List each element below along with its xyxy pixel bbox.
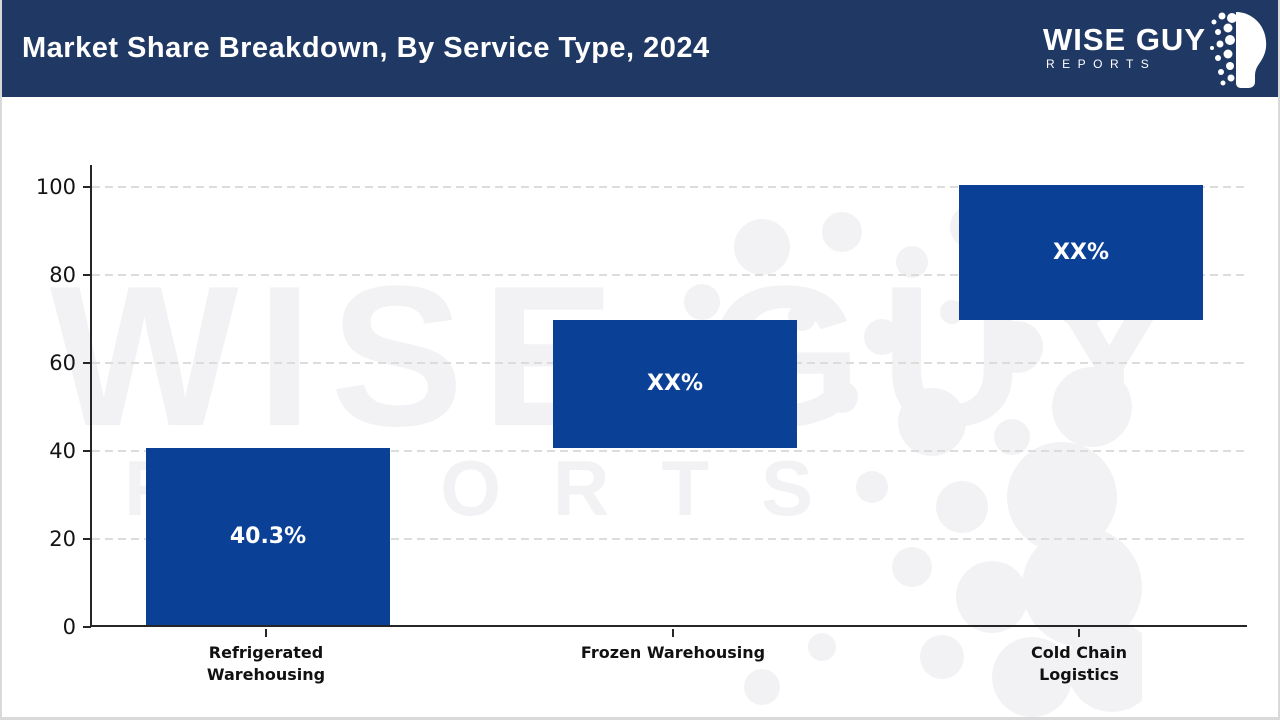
y-tick-mark: [83, 274, 91, 276]
logo-face-icon: [1210, 12, 1267, 88]
wise-guy-logo: WISE GUY REPORTS: [1043, 10, 1270, 88]
y-tick-mark: [83, 626, 91, 628]
gridline: [92, 538, 1247, 540]
gridline: [92, 274, 1247, 276]
bar-value-label: 40.3%: [229, 523, 307, 549]
logo-text: WISE GUY REPORTS: [1043, 24, 1206, 70]
header: Market Share Breakdown, By Service Type,…: [2, 0, 1278, 97]
bar-value-label: XX%: [647, 371, 703, 397]
y-tick-mark: [83, 362, 91, 364]
y-tick-mark: [83, 538, 91, 540]
gridline: [92, 186, 1247, 188]
bar-2: XX%: [553, 319, 797, 448]
y-tick-label: 60: [49, 351, 76, 375]
chart-area: WISE GUY REPORTS: [2, 97, 1278, 717]
x-tick-mark: [672, 629, 674, 637]
x-tick-mark: [1078, 629, 1080, 637]
x-tick-mark: [265, 629, 267, 637]
y-tick-label: 80: [49, 263, 76, 287]
x-category-label: Cold Chain Logistics: [1030, 643, 1128, 684]
bar-3: XX%: [959, 185, 1203, 320]
logo-wordmark: WISE GUY: [1042, 22, 1206, 57]
bar-1: 40.3%: [146, 447, 390, 625]
y-tick-label: 0: [62, 615, 76, 639]
y-tick-label: 40: [49, 439, 76, 463]
logo-subtext: REPORTS: [1045, 57, 1157, 71]
bar-value-label: XX%: [1053, 239, 1109, 265]
x-category-label: Frozen Warehousing: [580, 643, 766, 662]
y-tick-label: 20: [49, 527, 76, 551]
y-tick-label: 100: [35, 175, 76, 199]
y-tick-mark: [83, 186, 91, 188]
x-category-label: Refrigerated Warehousing: [206, 643, 326, 684]
y-tick-mark: [83, 450, 91, 452]
page-title: Market Share Breakdown, By Service Type,…: [22, 32, 710, 64]
gridline: [92, 450, 1247, 452]
plot-area: 40.3% XX% XX%: [90, 165, 1247, 627]
